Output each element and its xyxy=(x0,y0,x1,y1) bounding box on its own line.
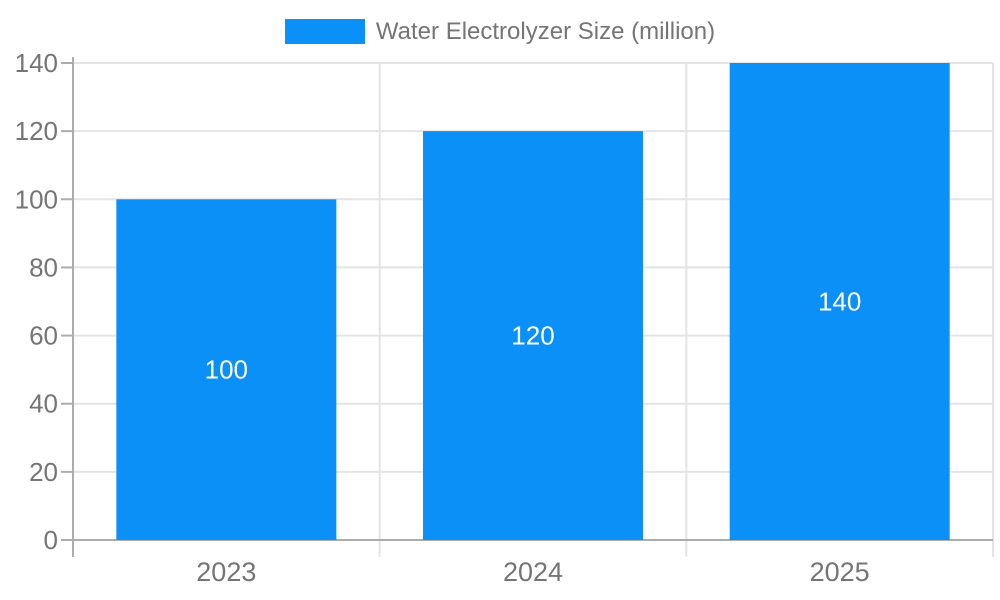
bar[interactable] xyxy=(116,199,337,541)
bar-value-label: 140 xyxy=(818,287,861,317)
legend-label: Water Electrolyzer Size (million) xyxy=(375,18,716,45)
y-tick-label: 60 xyxy=(29,321,58,351)
y-tick-label: 140 xyxy=(15,48,58,78)
y-tick-label: 20 xyxy=(29,457,58,487)
x-tick-label: 2023 xyxy=(196,557,256,587)
x-tick-label: 2025 xyxy=(810,557,870,587)
bar-value-label: 100 xyxy=(205,355,248,385)
x-tick-label: 2024 xyxy=(503,557,563,587)
legend-swatch-icon xyxy=(284,19,365,44)
y-tick-label: 80 xyxy=(29,252,58,282)
legend[interactable]: Water Electrolyzer Size (million) xyxy=(0,19,1000,44)
bar[interactable] xyxy=(729,63,950,540)
y-tick-label: 100 xyxy=(15,184,58,214)
y-tick-label: 40 xyxy=(29,389,58,419)
bar[interactable] xyxy=(423,131,643,540)
y-tick-label: 120 xyxy=(15,116,58,146)
bar-value-label: 120 xyxy=(511,321,554,351)
y-tick-label: 0 xyxy=(44,525,58,555)
